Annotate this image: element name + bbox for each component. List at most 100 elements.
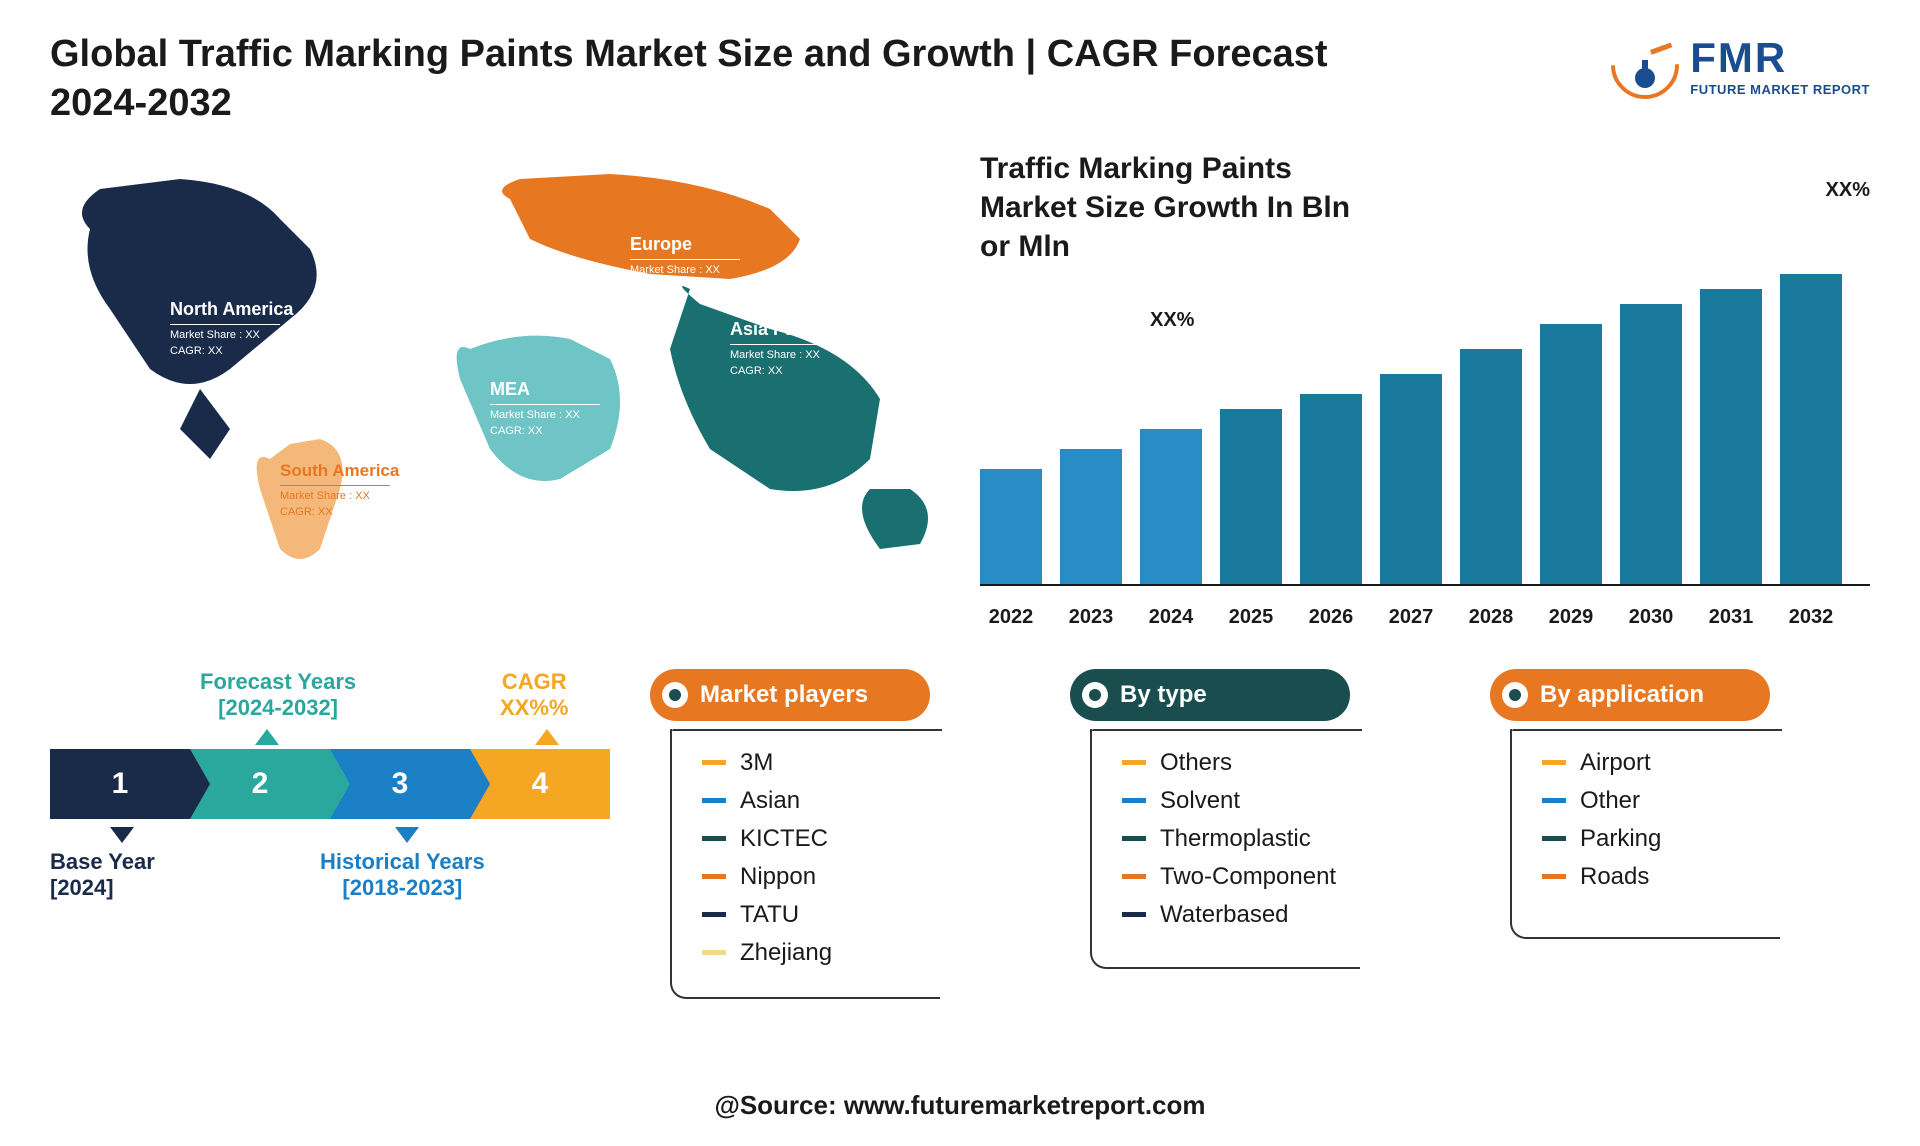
bar-2025 <box>1220 409 1282 584</box>
categories-container: Market players 3M Asian KICTEC Nippon TATU Zhe… <box>650 669 1870 999</box>
category-item-label: Zhejiang <box>740 939 832 967</box>
arrow-cagr <box>535 729 559 745</box>
category-item: TATU <box>702 901 940 929</box>
logo-subtitle: FUTURE MARKET REPORT <box>1690 82 1870 97</box>
growth-chart: Traffic Marking Paints Market Size Growt… <box>980 149 1870 629</box>
dash-icon <box>702 760 726 765</box>
category-item-label: Solvent <box>1160 787 1240 815</box>
bar-2030 <box>1620 304 1682 584</box>
base-label: Base Year [2024] <box>50 849 155 901</box>
region-europe: Europe Market Share : XX CAGR: XX <box>630 234 740 295</box>
timeline-seg-4: 4 <box>470 749 610 819</box>
category-item-label: Nippon <box>740 863 816 891</box>
bar-label-2027: 2027 <box>1380 606 1442 629</box>
bar-2031 <box>1700 289 1762 584</box>
category-items: Others Solvent Thermoplastic Two-Component W… <box>1092 729 1360 929</box>
bar-container <box>980 286 1870 586</box>
category-0: Market players 3M Asian KICTEC Nippon TATU Zhe… <box>650 669 1030 999</box>
dash-icon <box>1122 912 1146 917</box>
source-attribution: @Source: www.futuremarketreport.com <box>714 1090 1205 1121</box>
category-item: Zhejiang <box>702 939 940 967</box>
bar-2028 <box>1460 349 1522 584</box>
category-item: Roads <box>1542 863 1780 891</box>
category-item-label: Thermoplastic <box>1160 825 1311 853</box>
category-item: Other <box>1542 787 1780 815</box>
bar-label-2026: 2026 <box>1300 606 1362 629</box>
category-bracket: Airport Other Parking Roads <box>1510 729 1780 939</box>
category-item: KICTEC <box>702 825 940 853</box>
category-dot-icon <box>1502 682 1528 708</box>
category-item-label: Parking <box>1580 825 1661 853</box>
forecast-label: Forecast Years [2024-2032] <box>200 669 356 721</box>
bar-2027 <box>1380 374 1442 584</box>
cagr-label: CAGR XX%% <box>500 669 568 721</box>
dash-icon <box>1122 874 1146 879</box>
category-item: 3M <box>702 749 940 777</box>
dash-icon <box>1122 798 1146 803</box>
dash-icon <box>1542 874 1566 879</box>
category-item-label: Asian <box>740 787 800 815</box>
category-item: Others <box>1122 749 1360 777</box>
category-title: By application <box>1540 681 1704 708</box>
category-title: Market players <box>700 681 868 708</box>
category-item-label: Other <box>1580 787 1640 815</box>
dash-icon <box>702 950 726 955</box>
bar-labels: 2022202320242025202620272028202920302031… <box>980 596 1870 629</box>
category-item-label: Roads <box>1580 863 1649 891</box>
dash-icon <box>702 912 726 917</box>
bar-label-2028: 2028 <box>1460 606 1522 629</box>
category-item-label: Airport <box>1580 749 1651 777</box>
category-item-label: TATU <box>740 901 799 929</box>
category-item-label: Two-Component <box>1160 863 1336 891</box>
dash-icon <box>1542 836 1566 841</box>
fmr-logo-icon <box>1610 30 1680 100</box>
timeline-seg-1: 1 <box>50 749 190 819</box>
bar-label-2032: 2032 <box>1780 606 1842 629</box>
category-2: By application Airport Other Parking Roads <box>1490 669 1870 999</box>
historical-label: Historical Years [2018-2023] <box>320 849 485 901</box>
dash-icon <box>702 874 726 879</box>
category-item-label: KICTEC <box>740 825 828 853</box>
dash-icon <box>1122 836 1146 841</box>
category-1: By type Others Solvent Thermoplastic Two-Com… <box>1070 669 1450 999</box>
logo-text: FMR <box>1690 34 1870 82</box>
region-north-america: North America Market Share : XX CAGR: XX <box>170 299 293 360</box>
page-title: Global Traffic Marking Paints Market Siz… <box>50 30 1350 129</box>
region-south-america: South America Market Share : XX CAGR: XX <box>280 461 399 521</box>
category-item-label: Waterbased <box>1160 901 1289 929</box>
arrow-historical <box>395 827 419 843</box>
category-header: Market players <box>650 669 930 721</box>
category-item: Parking <box>1542 825 1780 853</box>
category-dot-icon <box>1082 682 1108 708</box>
header: Global Traffic Marking Paints Market Siz… <box>50 30 1870 129</box>
bar-label-2030: 2030 <box>1620 606 1682 629</box>
timeline-seg-3: 3 <box>330 749 470 819</box>
bar-label-2022: 2022 <box>980 606 1042 629</box>
category-item-label: Others <box>1160 749 1232 777</box>
region-mea: MEA Market Share : XX CAGR: XX <box>490 379 600 440</box>
timeline-bar: 1234 <box>50 749 610 819</box>
top-row: North America Market Share : XX CAGR: XX… <box>50 149 1870 629</box>
bar-2026 <box>1300 394 1362 584</box>
timeline-seg-2: 2 <box>190 749 330 819</box>
category-item: Thermoplastic <box>1122 825 1360 853</box>
dash-icon <box>1122 760 1146 765</box>
arrow-base <box>110 827 134 843</box>
category-item: Two-Component <box>1122 863 1360 891</box>
bar-2029 <box>1540 324 1602 584</box>
category-items: 3M Asian KICTEC Nippon TATU Zhejiang <box>672 729 940 967</box>
category-item: Nippon <box>702 863 940 891</box>
world-map: North America Market Share : XX CAGR: XX… <box>50 149 950 569</box>
bar-label-2024: 2024 <box>1140 606 1202 629</box>
bar-2032 <box>1780 274 1842 584</box>
bar-label-2031: 2031 <box>1700 606 1762 629</box>
category-bracket: Others Solvent Thermoplastic Two-Component W… <box>1090 729 1360 969</box>
arrow-forecast <box>255 729 279 745</box>
dash-icon <box>1542 798 1566 803</box>
category-items: Airport Other Parking Roads <box>1512 729 1780 891</box>
timeline: Forecast Years [2024-2032] CAGR XX%% 123… <box>50 669 610 819</box>
category-header: By type <box>1070 669 1350 721</box>
category-item: Airport <box>1542 749 1780 777</box>
dash-icon <box>702 798 726 803</box>
category-bracket: 3M Asian KICTEC Nippon TATU Zhejiang <box>670 729 940 999</box>
